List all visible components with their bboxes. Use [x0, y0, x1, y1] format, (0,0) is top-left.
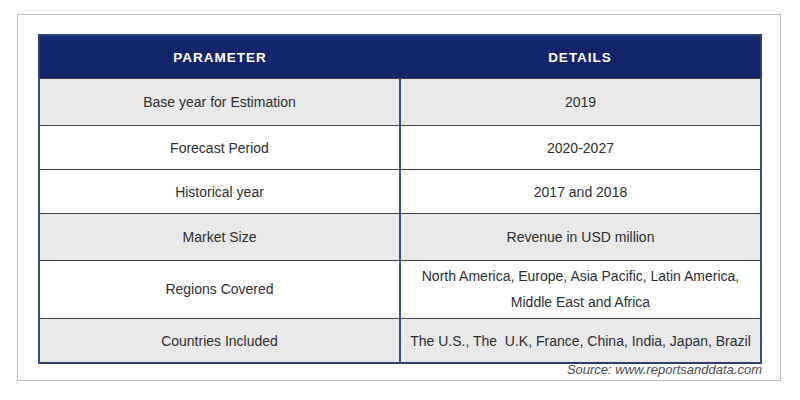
table-row-regions-covered: Regions Covered North America, Europe, A…: [39, 261, 761, 319]
table-row-market-size: Market Size Revenue in USD million: [39, 214, 761, 261]
details-cell: 2019: [400, 79, 761, 126]
parameter-cell: Regions Covered: [39, 261, 400, 319]
parameter-cell: Historical year: [39, 170, 400, 214]
table-header: PARAMETER DETAILS: [39, 35, 761, 79]
parameter-cell: Countries Included: [39, 319, 400, 364]
parameters-table: PARAMETER DETAILS Base year for Estimati…: [38, 34, 762, 364]
table-body: Base year for Estimation 2019 Forecast P…: [39, 79, 761, 364]
table-row-historical-year: Historical year 2017 and 2018: [39, 170, 761, 214]
parameter-cell: Base year for Estimation: [39, 79, 400, 126]
details-cell: North America, Europe, Asia Pacific, Lat…: [400, 261, 761, 319]
details-cell: 2017 and 2018: [400, 170, 761, 214]
details-cell: The U.S., The U.K, France, China, India,…: [400, 319, 761, 364]
table-row-base-year: Base year for Estimation 2019: [39, 79, 761, 126]
parameter-cell: Forecast Period: [39, 126, 400, 170]
source-note: Source: www.reportsanddata.com: [567, 362, 762, 377]
parameter-cell: Market Size: [39, 214, 400, 261]
figure-card: PARAMETER DETAILS Base year for Estimati…: [17, 14, 781, 381]
table-row-countries-included: Countries Included The U.S., The U.K, Fr…: [39, 319, 761, 364]
details-cell: 2020-2027: [400, 126, 761, 170]
column-header-parameter: PARAMETER: [39, 35, 400, 79]
table-row-forecast-period: Forecast Period 2020-2027: [39, 126, 761, 170]
header-row: PARAMETER DETAILS: [39, 35, 761, 79]
details-cell: Revenue in USD million: [400, 214, 761, 261]
column-header-details: DETAILS: [400, 35, 761, 79]
